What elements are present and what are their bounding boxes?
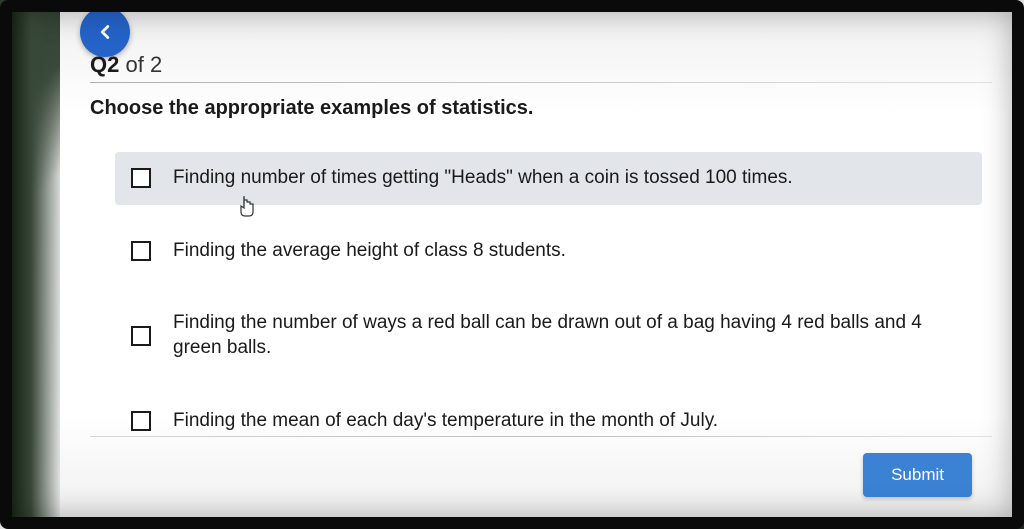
option-2-text: Finding the average height of class 8 st…	[173, 239, 566, 264]
left-edge-shadow	[12, 0, 60, 529]
option-1-text: Finding number of times getting "Heads" …	[173, 166, 793, 191]
question-counter: Q2 of 2	[90, 52, 162, 78]
header-divider	[90, 82, 992, 83]
option-4-text: Finding the mean of each day's temperatu…	[173, 409, 718, 434]
option-3[interactable]: Finding the number of ways a red ball ca…	[115, 297, 982, 374]
of-label: of	[125, 52, 143, 77]
option-4[interactable]: Finding the mean of each day's temperatu…	[115, 395, 982, 448]
options-list: Finding number of times getting "Heads" …	[115, 152, 982, 467]
submit-button[interactable]: Submit	[863, 453, 972, 497]
option-2[interactable]: Finding the average height of class 8 st…	[115, 225, 982, 278]
quiz-content-panel: Q2 of 2 Choose the appropriate examples …	[60, 12, 1012, 517]
chevron-left-icon	[94, 21, 116, 43]
checkbox-2[interactable]	[131, 241, 151, 261]
back-button[interactable]	[80, 7, 130, 57]
bottom-divider	[90, 436, 992, 437]
question-number: Q2	[90, 52, 119, 77]
checkbox-4[interactable]	[131, 411, 151, 431]
option-1[interactable]: Finding number of times getting "Heads" …	[115, 152, 982, 205]
option-3-text: Finding the number of ways a red ball ca…	[173, 311, 966, 360]
question-prompt: Choose the appropriate examples of stati…	[90, 97, 533, 120]
checkbox-3[interactable]	[131, 326, 151, 346]
checkbox-1[interactable]	[131, 168, 151, 188]
total-questions: 2	[150, 52, 162, 77]
